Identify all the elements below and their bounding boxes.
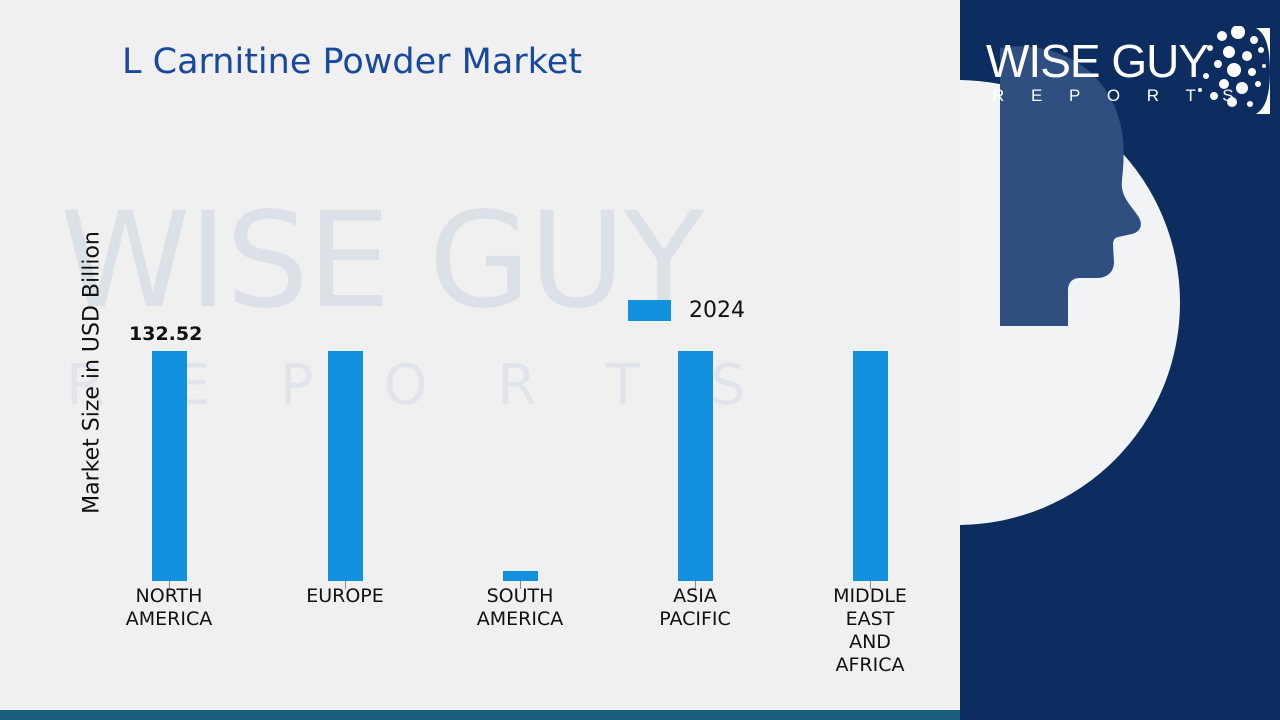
head-profile-icon <box>1000 46 1141 327</box>
legend-swatch-2024 <box>628 300 671 321</box>
x-axis-label-2: SOUTH AMERICA <box>435 585 605 631</box>
legend-label-2024: 2024 <box>689 298 745 323</box>
x-axis-tick-2 <box>520 581 521 589</box>
x-axis-tick-1 <box>345 581 346 589</box>
bar-value-label-0: 132.52 <box>129 323 203 345</box>
x-axis-label-line: AFRICA <box>835 654 905 676</box>
x-axis-label-line: MIDDLE <box>833 585 907 607</box>
x-axis-label-0: NORTH AMERICA <box>84 585 254 631</box>
chart-area: WISE GUY R E P O R T S L Carnitine Powde… <box>0 42 960 720</box>
bar-1 <box>328 351 363 581</box>
bar-2 <box>503 571 538 581</box>
page-title: L Carnitine Powder Market <box>122 42 582 82</box>
bar-3 <box>678 351 713 581</box>
x-axis-label-line: SOUTH <box>486 585 554 607</box>
footer-accent-bar <box>0 710 960 720</box>
plot-area: 132.52 NORTH AMERICA EUROPE SOUTH AMERICA ASIA… <box>84 323 955 677</box>
x-axis-label-line: EAST <box>845 608 895 630</box>
x-axis-tick-0 <box>169 581 170 589</box>
logo-wordmark: WISE GUY <box>986 35 1209 87</box>
x-axis-label-line: EUROPE <box>306 585 384 607</box>
bar-0 <box>152 351 187 581</box>
x-axis-tick-3 <box>695 581 696 589</box>
x-axis-label-line: AND <box>849 631 891 653</box>
x-axis-label-3: ASIA PACIFIC <box>610 585 780 631</box>
legend: 2024 <box>628 298 745 323</box>
x-axis-label-line: NORTH <box>135 585 203 607</box>
x-axis-label-line: PACIFIC <box>659 608 731 630</box>
logo-dots-icon <box>1194 26 1270 114</box>
logo-subtitle: R E P O R T S <box>992 86 1245 105</box>
bar-4 <box>853 351 888 581</box>
x-axis-label-line: ASIA <box>673 585 717 607</box>
x-axis-label-1: EUROPE <box>260 585 430 608</box>
x-axis-tick-4 <box>870 581 871 589</box>
x-axis-label-line: AMERICA <box>476 608 564 630</box>
x-axis-label-line: AMERICA <box>125 608 213 630</box>
x-axis-label-4: MIDDLE EAST AND AFRICA <box>785 585 955 677</box>
brand-logo: WISE GUY R E P O R T S <box>980 24 1270 116</box>
brand-panel: WISE GUY R E P O R T S <box>960 0 1280 720</box>
